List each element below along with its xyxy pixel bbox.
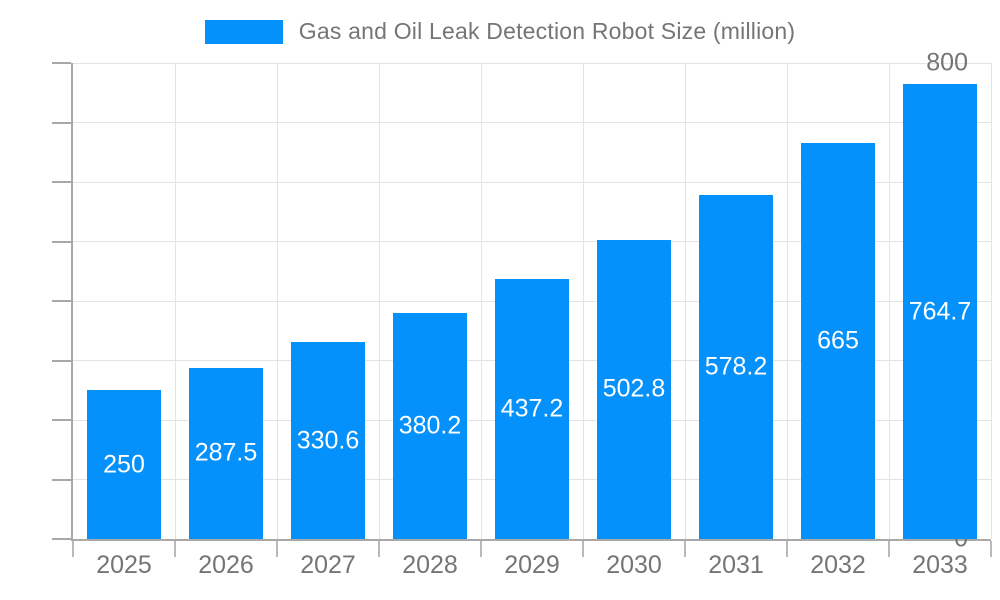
x-tick-label: 2031 [708,551,764,579]
y-axis-tick [52,359,71,362]
bar-value-label: 665 [817,326,859,355]
legend-label: Gas and Oil Leak Detection Robot Size (m… [298,18,796,44]
legend-swatch [204,19,283,44]
y-axis-tick [52,121,71,124]
x-tick-label: 2028 [402,551,458,579]
gridline-vertical [480,63,482,539]
x-tick-label: 2032 [810,551,866,579]
x-tick-label: 2030 [606,551,662,579]
y-axis-tick [52,181,71,183]
gridline-vertical [684,63,686,539]
bar[interactable]: 380.2 [393,312,467,539]
gridline-vertical [888,63,890,539]
x-tick-label: 2033 [912,551,968,579]
gridline-vertical [990,63,992,539]
x-axis-tick [990,541,992,557]
bar-value-label: 330.6 [296,426,360,455]
bar[interactable]: 764.7 [903,84,977,539]
gridline-horizontal [73,181,991,183]
chart-legend[interactable]: Gas and Oil Leak Detection Robot Size (m… [0,18,1000,45]
gridline-vertical [276,63,278,539]
x-tick-label: 2025 [96,551,152,579]
bar-value-label: 287.5 [194,438,258,467]
plot-area: 01002003004005006007008002502025287.5202… [52,49,992,579]
y-axis-tick [52,62,71,64]
bar[interactable]: 250 [87,390,161,539]
x-axis-tick [786,541,788,557]
bar-value-label: 250 [103,450,145,479]
x-axis-tick [480,541,482,557]
x-tick-label: 2027 [300,551,356,579]
gridline-horizontal [73,122,991,123]
bar-value-label: 502.8 [602,374,666,403]
x-tick-label: 2026 [198,551,254,579]
bar[interactable]: 287.5 [189,367,263,539]
y-axis-tick [52,300,71,302]
bar[interactable]: 330.6 [291,342,365,539]
x-axis-tick [72,541,74,557]
x-axis-tick [888,541,890,557]
y-axis-tick [52,419,71,421]
y-axis-tick [52,240,71,243]
gridline-vertical [582,63,584,539]
x-axis-line [71,539,991,541]
bar[interactable]: 578.2 [699,194,773,539]
bar[interactable]: 437.2 [495,278,569,539]
y-axis-tick [52,538,71,540]
gridline-vertical [786,63,788,539]
bar-value-label: 380.2 [398,411,462,440]
bar-value-label: 578.2 [704,352,768,381]
bar[interactable]: 665 [801,143,875,539]
x-tick-label: 2029 [504,551,560,579]
x-axis-tick [378,541,380,557]
y-axis-line [71,63,73,541]
y-tick-label: 800 [926,48,968,77]
x-axis-tick [582,541,584,557]
gridline-vertical [378,63,380,539]
bar[interactable]: 502.8 [597,239,671,539]
gridline-horizontal [73,62,991,64]
bar-value-label: 764.7 [908,297,972,325]
gridline-vertical [174,63,176,539]
bar-value-label: 437.2 [500,394,564,423]
y-axis-tick [52,478,71,481]
x-axis-tick [174,541,176,557]
x-axis-tick [684,541,686,557]
gridline-horizontal [73,241,991,242]
x-axis-tick [276,541,278,557]
